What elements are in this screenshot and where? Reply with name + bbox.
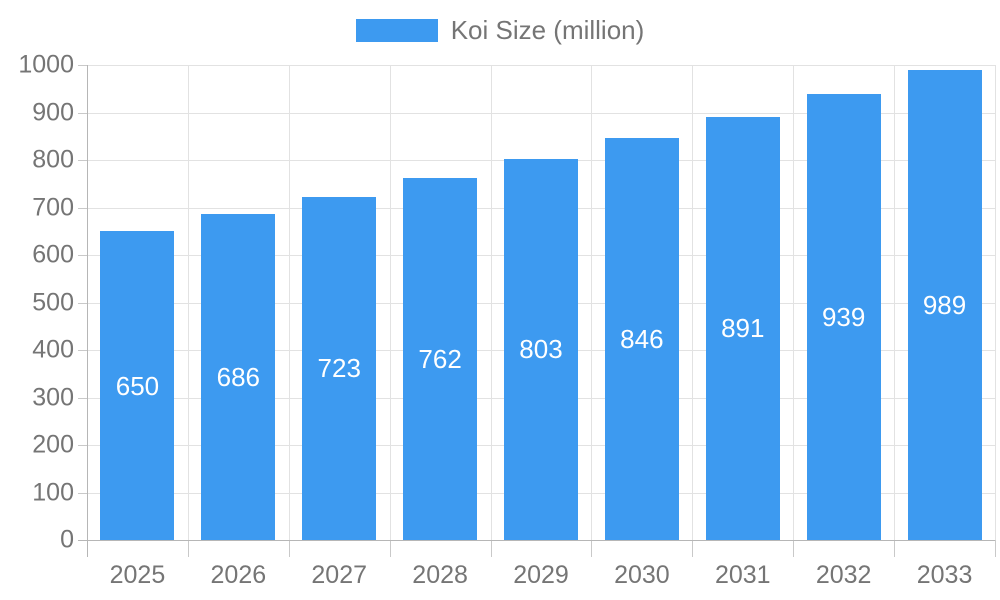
x-tick bbox=[288, 540, 290, 557]
x-tick bbox=[187, 540, 189, 557]
bar[interactable] bbox=[504, 158, 578, 540]
x-tick bbox=[490, 540, 492, 557]
legend-label: Koi Size (million) bbox=[450, 15, 645, 45]
v-gridline bbox=[288, 65, 290, 540]
y-axis-tick-label: 800 bbox=[32, 145, 74, 174]
bar-value-label: 846 bbox=[620, 324, 664, 355]
x-axis-line bbox=[78, 540, 995, 541]
bar[interactable] bbox=[806, 93, 881, 540]
x-axis-tick-label: 2027 bbox=[311, 561, 368, 589]
x-tick bbox=[995, 540, 996, 557]
y-tick bbox=[78, 255, 87, 256]
legend[interactable]: Koi Size (million) bbox=[0, 17, 1000, 43]
x-tick bbox=[793, 540, 795, 557]
bar[interactable] bbox=[705, 116, 780, 540]
y-tick bbox=[78, 112, 87, 114]
x-tick bbox=[894, 540, 896, 557]
x-axis-tick-label: 2031 bbox=[714, 561, 771, 589]
y-tick bbox=[78, 492, 87, 494]
x-axis-tick-label: 2029 bbox=[513, 561, 569, 589]
y-tick bbox=[78, 160, 87, 161]
x-tick bbox=[692, 540, 694, 557]
v-gridline bbox=[894, 65, 896, 540]
legend-swatch-icon bbox=[355, 18, 438, 42]
bar-value-label: 989 bbox=[922, 290, 967, 321]
bar-value-label: 891 bbox=[721, 313, 765, 344]
v-gridline bbox=[793, 65, 795, 540]
bar-value-label: 650 bbox=[115, 370, 160, 401]
bar-value-label: 686 bbox=[216, 362, 261, 393]
bar-value-label: 939 bbox=[821, 301, 866, 332]
x-axis-tick-label: 2030 bbox=[614, 561, 670, 589]
y-axis-tick-label: 400 bbox=[32, 335, 74, 364]
y-tick bbox=[78, 445, 87, 446]
h-gridline bbox=[87, 65, 995, 66]
bar-value-label: 762 bbox=[418, 344, 462, 375]
x-tick bbox=[389, 540, 391, 557]
v-gridline bbox=[995, 65, 996, 540]
y-axis-tick-label: 900 bbox=[32, 98, 74, 126]
y-axis-tick-label: 200 bbox=[32, 430, 74, 459]
y-tick bbox=[78, 65, 87, 66]
y-axis-tick-label: 300 bbox=[32, 383, 74, 411]
bar[interactable] bbox=[604, 138, 679, 540]
y-axis-tick-label: 700 bbox=[32, 193, 74, 221]
y-axis-line bbox=[87, 65, 88, 557]
x-tick bbox=[591, 540, 593, 557]
v-gridline bbox=[692, 65, 694, 540]
x-axis-tick-label: 2028 bbox=[412, 561, 468, 589]
bar[interactable] bbox=[302, 196, 377, 540]
y-tick bbox=[78, 397, 87, 399]
y-axis-tick-label: 100 bbox=[32, 478, 74, 506]
y-tick bbox=[78, 350, 87, 351]
bar[interactable] bbox=[907, 70, 982, 540]
y-axis-tick-label: 0 bbox=[60, 525, 74, 554]
bar-value-label: 803 bbox=[519, 334, 563, 365]
bar-value-label: 723 bbox=[317, 353, 361, 384]
x-axis-tick-label: 2032 bbox=[815, 561, 872, 589]
h-gridline bbox=[87, 112, 995, 114]
bar[interactable] bbox=[403, 178, 478, 540]
x-axis-tick-label: 2033 bbox=[916, 561, 973, 589]
v-gridline bbox=[490, 65, 492, 540]
y-axis-tick-label: 500 bbox=[32, 288, 74, 316]
y-tick bbox=[78, 302, 87, 304]
y-axis-tick-label: 1000 bbox=[18, 50, 74, 79]
v-gridline bbox=[591, 65, 593, 540]
x-axis-tick-label: 2026 bbox=[210, 561, 267, 589]
y-axis-tick-label: 600 bbox=[32, 240, 74, 269]
x-axis-tick-label: 2025 bbox=[109, 561, 166, 589]
bar[interactable] bbox=[100, 231, 175, 540]
y-tick bbox=[78, 207, 87, 209]
bar[interactable] bbox=[201, 214, 276, 540]
v-gridline bbox=[187, 65, 189, 540]
v-gridline bbox=[389, 65, 391, 540]
